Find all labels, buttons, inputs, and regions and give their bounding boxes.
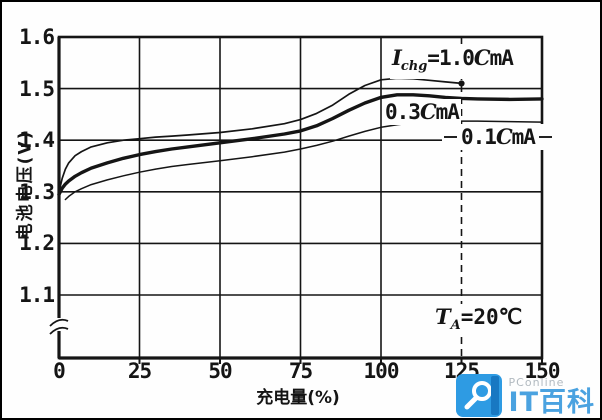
y-tick-label: 1.5 <box>19 76 55 101</box>
axis-break-mark <box>49 326 69 335</box>
plot-area <box>49 35 544 364</box>
unit-mA: mA <box>489 46 514 70</box>
subscript-A: A <box>450 318 461 333</box>
symbol-I: I <box>392 45 402 70</box>
curve-end-dot <box>458 80 465 87</box>
x-tick-label: 100 <box>363 359 400 383</box>
x-tick-label: 150 <box>524 359 561 383</box>
x-tick-label: 75 <box>288 359 313 383</box>
watermark-brand: PConline <box>508 376 565 389</box>
watermark-text: PConline IT百科 <box>509 377 595 417</box>
y-tick-label: 1.6 <box>19 25 55 49</box>
value-0.1: 0.1 <box>461 125 497 149</box>
label-leader-dash <box>538 136 552 138</box>
symbol-T: T <box>435 304 451 329</box>
axis-break-mark <box>49 318 69 327</box>
curve-label-0.3CmA: 0.3CmA <box>383 99 461 125</box>
y-tick-label: 1.2 <box>19 231 55 256</box>
curve-0.3CmA <box>57 93 544 197</box>
curve-label-0.1CmA: 0.1CmA <box>442 124 554 150</box>
unit-mA: mA <box>435 100 460 124</box>
unit-mA: mA <box>511 125 536 149</box>
subscript-chg: chg <box>400 59 428 74</box>
symbol-C: C <box>419 99 437 124</box>
y-tick-label: 1.1 <box>19 283 55 307</box>
pconline-logo-icon <box>455 374 502 417</box>
logo-page-fold <box>490 376 499 415</box>
watermark-product: IT百科 <box>508 387 595 418</box>
symbol-C: C <box>495 124 513 149</box>
x-tick-label: 0 <box>53 359 66 383</box>
y-tick-label: 1.3 <box>19 179 55 204</box>
value-1.0: =1.0 <box>427 46 475 70</box>
label-leader-dash <box>444 136 457 138</box>
x-tick-label: 50 <box>208 359 232 383</box>
x-axis-title: 充电量(%) <box>256 388 340 408</box>
magnifier-icon <box>464 381 492 410</box>
temperature-value: =20℃ <box>460 305 523 329</box>
y-tick-label: 1.4 <box>19 128 55 153</box>
x-tick-label: 25 <box>127 359 152 383</box>
y-axis-title: 电池电压(V) <box>15 129 36 241</box>
watermark: PConline IT百科 <box>455 374 595 417</box>
chart-canvas <box>49 35 544 364</box>
symbol-C: C <box>473 45 491 70</box>
temperature-annotation: TA=20℃ <box>432 304 526 333</box>
value-0.3: 0.3 <box>385 100 421 124</box>
curve-label-1.0CmA: Ichg=1.0CmA <box>390 45 515 79</box>
